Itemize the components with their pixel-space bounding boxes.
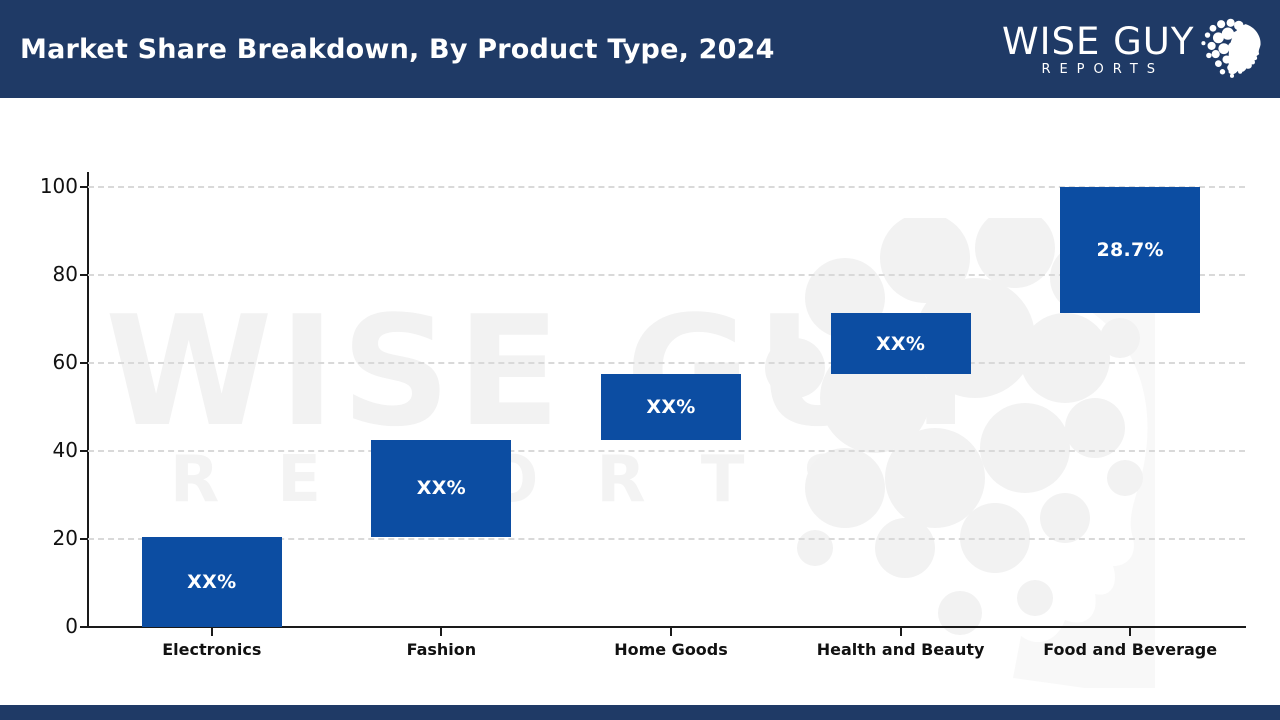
x-axis-label-fashion: Fashion [406, 640, 477, 659]
y-tick-label-20: 20 [52, 526, 78, 550]
gridline-100 [88, 186, 1245, 188]
y-tick-mark-20 [80, 538, 88, 540]
bar-food-and-beverage: 28.7% [1060, 187, 1201, 314]
x-tick-mark-fashion [440, 627, 443, 636]
bar-value-label: XX% [646, 396, 696, 418]
y-tick-label-80: 80 [52, 262, 78, 286]
logo-text: WISE GUY REPORTS [1002, 19, 1195, 78]
page-title: Market Share Breakdown, By Product Type,… [20, 33, 775, 65]
x-tick-mark-food-and-beverage [1129, 627, 1132, 636]
x-tick-mark-electronics [210, 627, 213, 636]
bar-value-label: XX% [187, 570, 237, 593]
x-axis-line [87, 626, 1246, 628]
x-tick-mark-home-goods [670, 627, 672, 636]
y-tick-mark-100 [80, 186, 88, 188]
gridline-80 [88, 274, 1245, 276]
logo-wordmark: WISE GUY [1002, 19, 1195, 63]
header-bar: Market Share Breakdown, By Product Type,… [0, 0, 1280, 98]
y-tick-label-60: 60 [52, 350, 78, 374]
y-tick-label-40: 40 [52, 438, 78, 462]
bar-value-label: XX% [875, 332, 926, 355]
y-tick-mark-0 [80, 626, 88, 628]
y-tick-mark-40 [80, 450, 88, 452]
x-axis-label-food-and-beverage: Food and Beverage [1043, 640, 1218, 659]
footer-bar [0, 705, 1280, 720]
gridline-60 [88, 362, 1245, 364]
y-tick-mark-60 [80, 362, 88, 364]
x-axis-label-electronics: Electronics [162, 640, 262, 659]
bar-health-and-beauty: XX% [830, 313, 971, 374]
bar-value-label: 28.7% [1096, 239, 1164, 262]
bar-electronics: XX% [141, 536, 282, 627]
logo-head-icon [1201, 18, 1262, 78]
bar-fashion: XX% [371, 440, 512, 537]
x-tick-mark-health-and-beauty [899, 627, 902, 636]
gridline-40 [88, 450, 1245, 452]
bar-value-label: XX% [416, 477, 467, 500]
y-tick-label-0: 0 [65, 614, 78, 638]
logo-subtext: REPORTS [1041, 62, 1165, 78]
y-tick-label-100: 100 [39, 174, 78, 198]
gridline-20 [88, 538, 1245, 540]
y-axis-line [87, 172, 89, 628]
x-axis-label-home-goods: Home Goods [614, 640, 728, 659]
y-tick-mark-80 [80, 274, 88, 276]
bar-home-goods: XX% [601, 374, 741, 440]
logo: WISE GUY REPORTS [1002, 8, 1270, 92]
x-axis-label-health-and-beauty: Health and Beauty [816, 640, 985, 659]
